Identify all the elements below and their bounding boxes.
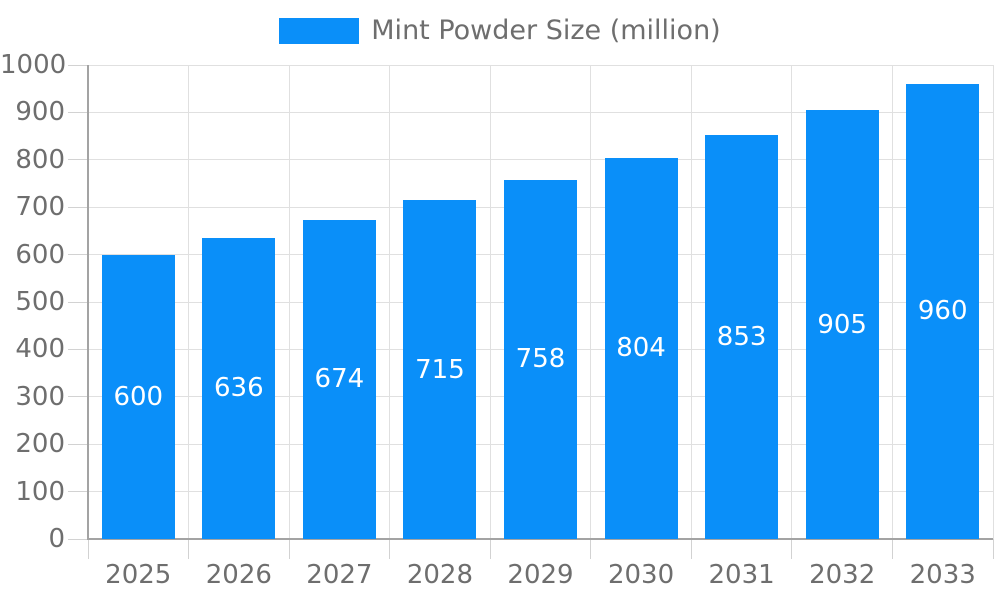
y-axis-label: 400 xyxy=(15,334,65,365)
grid-line-horizontal xyxy=(88,111,993,113)
y-axis-tick xyxy=(68,159,88,161)
bar xyxy=(805,110,879,539)
bar xyxy=(504,179,577,539)
grid-line-vertical xyxy=(188,65,190,539)
bar-value-label: 600 xyxy=(113,381,164,412)
y-axis-label: 0 xyxy=(48,524,65,554)
x-axis-tick xyxy=(489,539,491,559)
bar-value-label: 905 xyxy=(817,309,867,340)
x-axis-label: 2028 xyxy=(406,560,474,590)
bar-value-label: 715 xyxy=(415,354,465,385)
grid-line-vertical xyxy=(992,65,994,539)
bar xyxy=(403,200,477,539)
x-axis-tick xyxy=(288,539,290,559)
legend-label: Mint Powder Size (million) xyxy=(371,15,721,46)
bar xyxy=(705,134,779,539)
grid-line-vertical xyxy=(389,65,391,539)
y-axis-line xyxy=(87,65,89,540)
y-axis-tick xyxy=(68,443,88,445)
grid-line-horizontal xyxy=(88,159,993,161)
x-axis-label: 2027 xyxy=(306,560,373,590)
y-axis-tick xyxy=(68,348,88,350)
bar-value-label: 804 xyxy=(616,333,666,364)
y-axis-tick xyxy=(68,491,88,493)
grid-line-vertical xyxy=(791,65,793,539)
bar-value-label: 636 xyxy=(214,373,264,404)
x-axis-tick xyxy=(87,539,89,559)
grid-line-vertical xyxy=(690,65,692,539)
bar-value-label: 758 xyxy=(515,344,566,375)
y-axis-label: 600 xyxy=(15,239,65,270)
y-axis-tick xyxy=(68,538,88,540)
legend-swatch xyxy=(279,18,360,44)
y-axis-tick xyxy=(68,64,88,66)
x-axis-tick xyxy=(690,539,692,559)
y-axis-label: 200 xyxy=(15,429,65,460)
legend: Mint Powder Size (million) xyxy=(0,16,1000,46)
bar-value-label: 674 xyxy=(314,364,365,395)
bar xyxy=(101,254,175,539)
x-axis-tick xyxy=(992,539,994,559)
y-axis-label: 700 xyxy=(15,192,65,223)
x-axis-tick xyxy=(389,539,391,559)
y-axis-label: 500 xyxy=(15,287,65,317)
x-axis-tick xyxy=(791,539,793,559)
y-axis-label: 900 xyxy=(15,97,65,128)
x-axis-label: 2026 xyxy=(205,560,272,590)
x-axis-label: 2031 xyxy=(708,560,775,590)
y-axis-label: 800 xyxy=(15,144,65,175)
bar xyxy=(604,157,678,539)
grid-line-vertical xyxy=(590,65,592,539)
y-axis-label: 300 xyxy=(15,381,65,412)
x-axis-label: 2025 xyxy=(105,560,172,590)
y-axis-tick xyxy=(68,301,88,303)
x-axis-line xyxy=(88,538,993,540)
bar-value-label: 853 xyxy=(716,321,767,352)
grid-line-vertical xyxy=(489,65,491,539)
x-axis-label: 2029 xyxy=(507,560,574,590)
y-axis-tick xyxy=(68,254,88,256)
x-axis-label: 2030 xyxy=(607,560,675,590)
x-axis-label: 2032 xyxy=(809,560,876,590)
x-axis-tick xyxy=(590,539,592,559)
x-axis-tick xyxy=(188,539,190,559)
x-axis-label: 2033 xyxy=(909,560,976,590)
bar xyxy=(906,83,980,539)
grid-line-horizontal xyxy=(88,64,993,66)
y-axis-tick xyxy=(68,206,88,208)
bar-value-label: 960 xyxy=(917,296,968,327)
y-axis-tick xyxy=(68,396,88,398)
grid-line-vertical xyxy=(891,65,893,539)
x-axis-tick xyxy=(891,539,893,559)
bar xyxy=(302,219,376,539)
y-axis-label: 100 xyxy=(15,476,65,507)
grid-line-vertical xyxy=(288,65,290,539)
y-axis-tick xyxy=(68,111,88,113)
bar xyxy=(202,237,276,539)
y-axis-label: 1000 xyxy=(0,50,67,80)
